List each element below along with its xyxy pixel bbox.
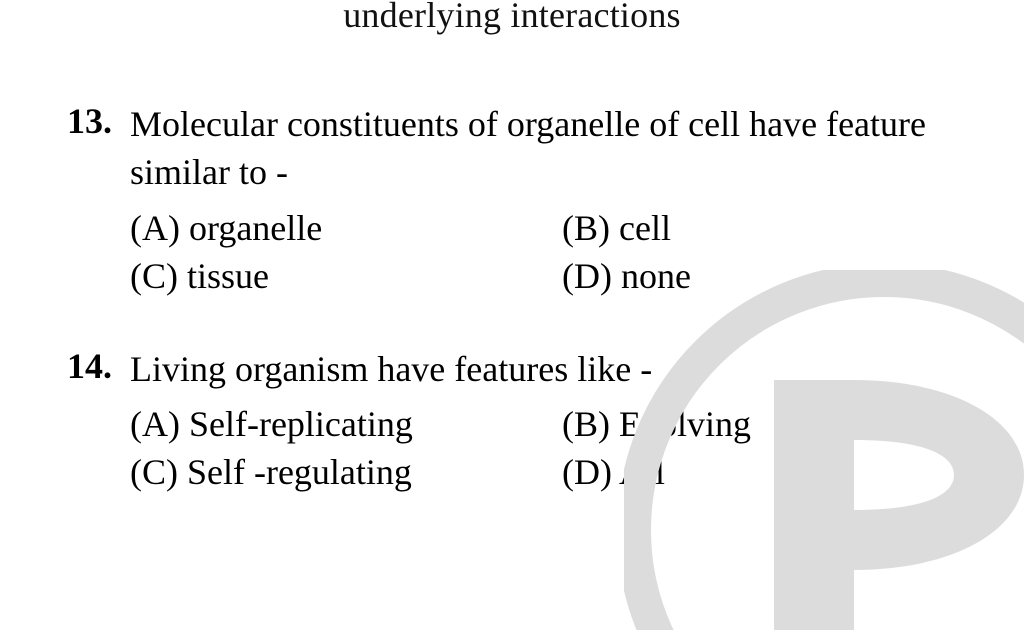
option-d: (D) All <box>562 451 984 493</box>
question-13: 13. Molecular constituents of organelle … <box>40 100 984 297</box>
option-b: (B) cell <box>562 207 984 249</box>
question-number: 14. <box>40 345 130 387</box>
question-14: 14. Living organism have features like -… <box>40 345 984 494</box>
question-row: 13. Molecular constituents of organelle … <box>40 100 984 197</box>
option-a: (A) organelle <box>130 207 552 249</box>
header-fragment: underlying interactions <box>40 0 984 36</box>
question-text: Living organism have features like - <box>130 345 984 394</box>
question-row: 14. Living organism have features like - <box>40 345 984 394</box>
option-b: (B) Evolving <box>562 403 984 445</box>
page: underlying interactions 13. Molecular co… <box>0 0 1024 630</box>
option-d: (D) none <box>562 255 984 297</box>
question-number: 13. <box>40 100 130 142</box>
option-c: (C) tissue <box>130 255 552 297</box>
options-grid: (A) Self-replicating (B) Evolving (C) Se… <box>130 403 984 493</box>
option-a: (A) Self-replicating <box>130 403 552 445</box>
options-grid: (A) organelle (B) cell (C) tissue (D) no… <box>130 207 984 297</box>
option-c: (C) Self -regulating <box>130 451 552 493</box>
question-text: Molecular constituents of organelle of c… <box>130 100 984 197</box>
